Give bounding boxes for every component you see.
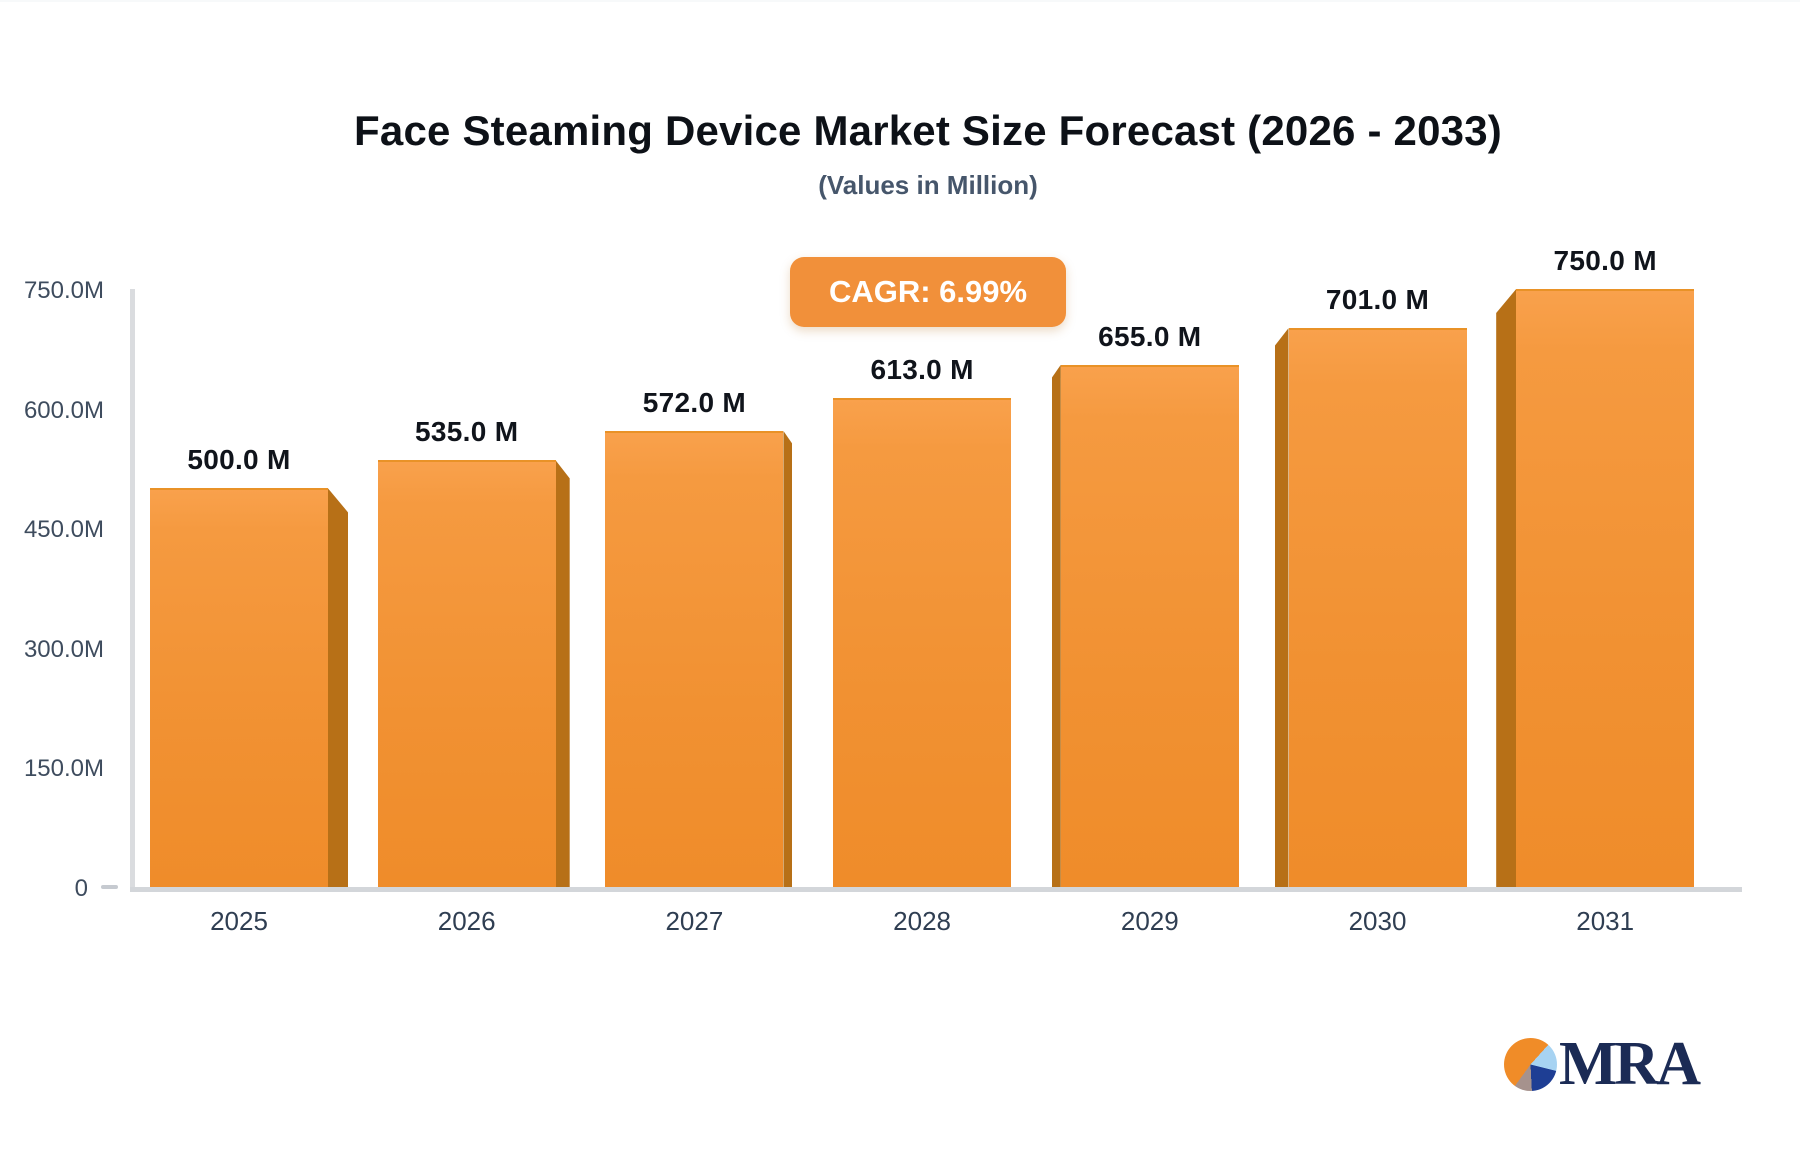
chart-subtitle: (Values in Million) (818, 170, 1038, 201)
bar-2026-bevel (555, 460, 570, 887)
bar-2026 (377, 460, 556, 887)
bar-value-2031: 750.0 M (1553, 245, 1657, 276)
mra-logo: MRA (1504, 1030, 1701, 1098)
x-axis-line (130, 887, 1742, 892)
x-tick-2029: 2029 (1120, 906, 1179, 936)
bar-2030-bevel (1274, 328, 1289, 887)
bar-2029 (1060, 364, 1239, 887)
y-tick-0: 0 (74, 875, 88, 902)
x-tick-2028: 2028 (893, 906, 952, 936)
chart-header: Face Steaming Device Market Size Forecas… (56, 2, 1800, 201)
x-tick-2030: 2030 (1348, 906, 1407, 936)
y-tick-150: 150.0M (23, 755, 104, 783)
chart-title: Face Steaming Device Market Size Forecas… (354, 107, 1502, 154)
logo-text: MRA (1559, 1030, 1701, 1098)
x-tick-2027: 2027 (665, 906, 724, 936)
bar-2027-bevel (783, 430, 793, 887)
bar-2025-bevel (328, 488, 348, 887)
zero-tick-dash (101, 885, 118, 889)
y-tick-300: 300.0M (23, 635, 104, 663)
y-tick-450: 450.0M (23, 516, 104, 544)
x-tick-2026: 2026 (437, 906, 496, 936)
pie-chart-icon (1504, 1038, 1557, 1091)
y-tick-600: 600.0M (23, 396, 104, 424)
bar-value-2027: 572.0 M (642, 386, 747, 418)
bar-2027 (605, 430, 784, 887)
bar-value-2025: 500.0 M (187, 444, 291, 476)
bar-2031 (1516, 289, 1695, 887)
y-tick-750: 750.0M (23, 277, 104, 304)
bar-value-2028: 613.0 M (870, 354, 974, 386)
bar-value-2030: 701.0 M (1325, 284, 1430, 316)
bar-2029-bevel (1051, 364, 1061, 887)
bar-value-2029: 655.0 M (1098, 320, 1202, 352)
bar-value-2026: 535.0 M (415, 416, 519, 448)
y-axis-line (130, 289, 135, 892)
cagr-badge: CAGR: 6.99% (790, 257, 1066, 327)
bar-2030 (1288, 328, 1467, 887)
bar-2028 (833, 398, 1012, 887)
bar-2025 (150, 488, 328, 887)
x-tick-2025: 2025 (210, 906, 268, 936)
x-tick-2031: 2031 (1576, 906, 1635, 936)
bar-2031-bevel (1496, 289, 1517, 887)
